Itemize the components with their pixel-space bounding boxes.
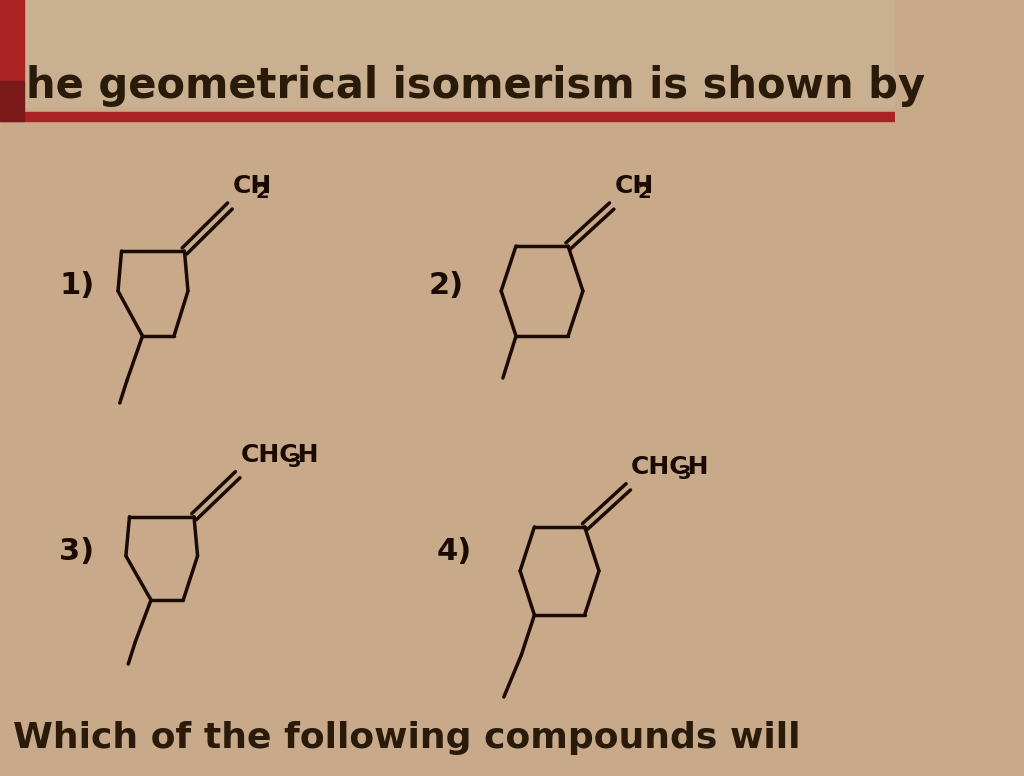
Text: Which of the following compounds will: Which of the following compounds will bbox=[13, 721, 801, 755]
Text: 1): 1) bbox=[59, 272, 94, 300]
Bar bbox=[0, 112, 895, 121]
Text: 2: 2 bbox=[255, 183, 269, 202]
Text: 2): 2) bbox=[428, 272, 464, 300]
Bar bbox=[0, 0, 895, 106]
Text: 2: 2 bbox=[637, 183, 650, 202]
Bar bbox=[0, 81, 25, 121]
Text: CHCH: CHCH bbox=[241, 442, 318, 466]
Bar bbox=[0, 0, 25, 81]
Text: 4): 4) bbox=[437, 536, 472, 566]
Text: he geometrical isomerism is shown by: he geometrical isomerism is shown by bbox=[27, 65, 926, 107]
Text: 3: 3 bbox=[288, 452, 301, 471]
Text: CH: CH bbox=[232, 174, 271, 198]
Text: CHCH: CHCH bbox=[631, 455, 710, 479]
Text: CH: CH bbox=[614, 174, 653, 198]
Text: 3): 3) bbox=[59, 536, 94, 566]
Text: 3: 3 bbox=[678, 464, 691, 483]
